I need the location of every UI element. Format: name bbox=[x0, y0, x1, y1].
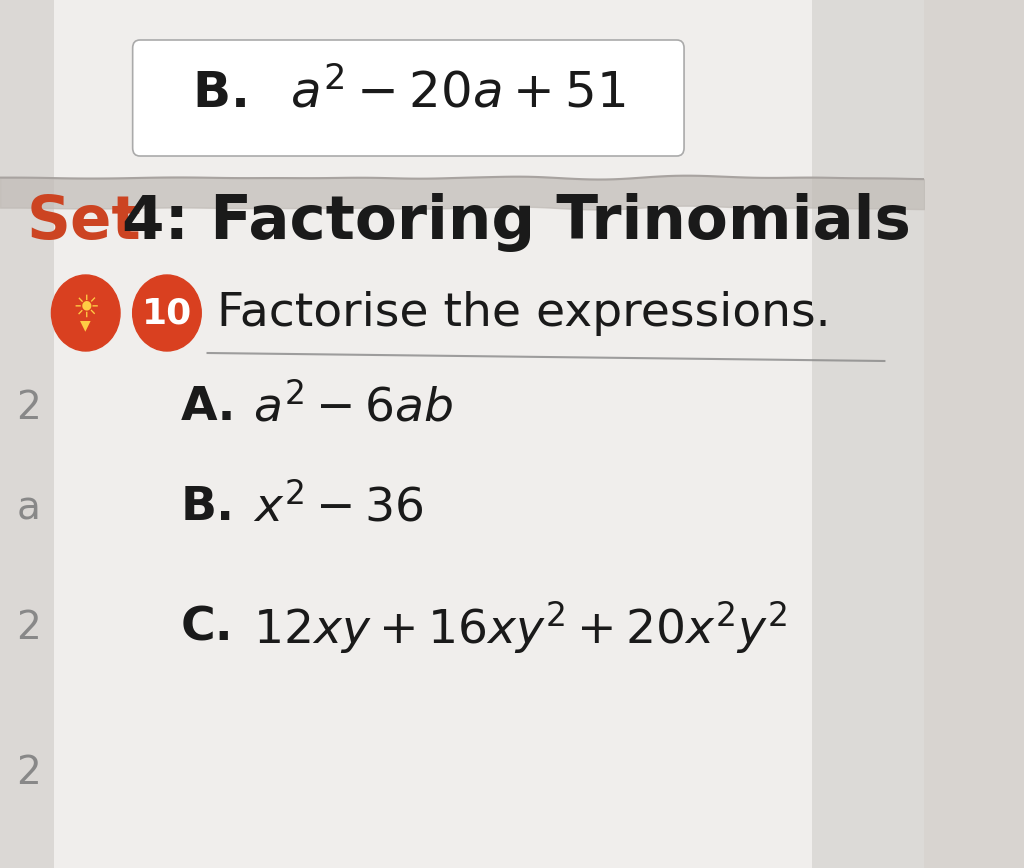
Text: ☀: ☀ bbox=[72, 293, 99, 323]
Text: $x^2 - 36$: $x^2 - 36$ bbox=[253, 484, 423, 531]
Text: A.: A. bbox=[180, 385, 236, 431]
Bar bbox=[0, 0, 54, 868]
Text: 2: 2 bbox=[16, 609, 41, 647]
Text: $a^2 - 6ab$: $a^2 - 6ab$ bbox=[253, 385, 453, 431]
Circle shape bbox=[133, 275, 202, 351]
Text: $\bf{B.}$  $a^2 - 20a + 51$: $\bf{B.}$ $a^2 - 20a + 51$ bbox=[191, 69, 625, 117]
Text: a: a bbox=[16, 489, 40, 527]
Text: Factorise the expressions.: Factorise the expressions. bbox=[217, 291, 830, 336]
Text: 10: 10 bbox=[142, 296, 193, 330]
Text: 4: Factoring Trinomials: 4: Factoring Trinomials bbox=[122, 194, 910, 253]
Text: 2: 2 bbox=[16, 754, 41, 792]
Bar bbox=[812, 0, 924, 868]
Circle shape bbox=[51, 275, 120, 351]
Text: $12xy + 16xy^2 + 20x^2y^2$: $12xy + 16xy^2 + 20x^2y^2$ bbox=[253, 600, 787, 656]
Text: 2: 2 bbox=[16, 389, 41, 427]
Text: Set: Set bbox=[27, 194, 141, 253]
FancyBboxPatch shape bbox=[133, 40, 684, 156]
Text: ▼: ▼ bbox=[81, 318, 91, 332]
Text: B.: B. bbox=[180, 485, 234, 530]
Text: C.: C. bbox=[180, 606, 233, 650]
